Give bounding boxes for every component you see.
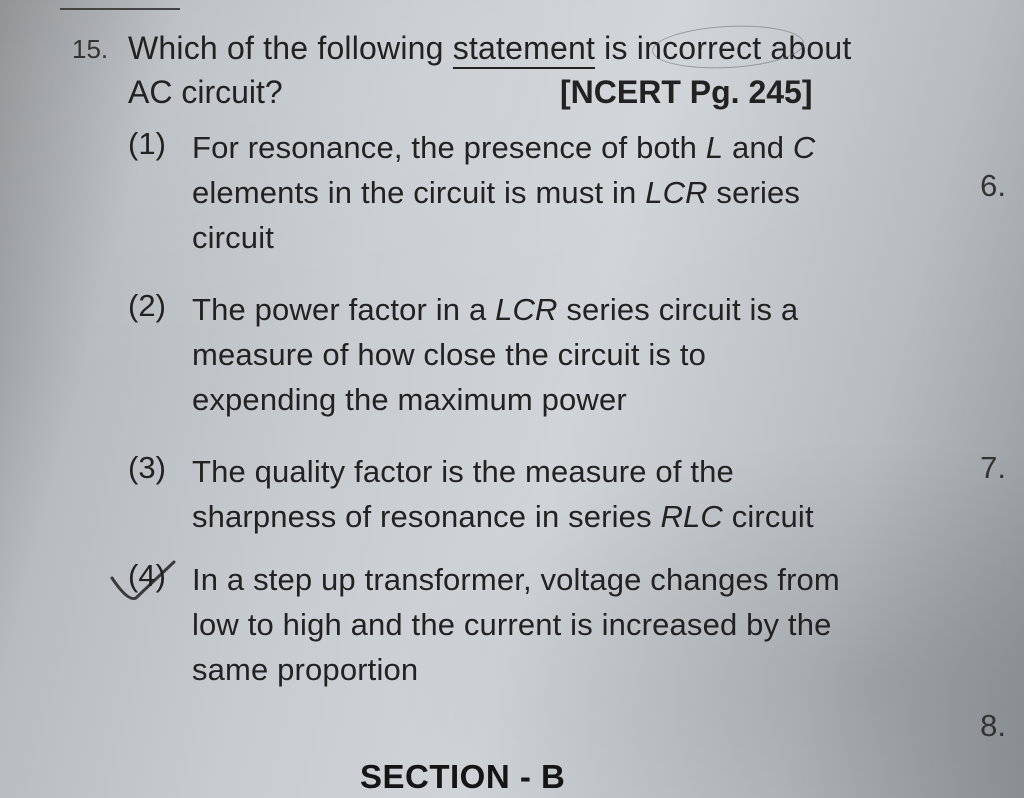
option-text: In a step up transformer, voltage change… xyxy=(192,558,922,693)
option-line: low to high and the current is increased… xyxy=(192,607,831,642)
option-line: same proportion xyxy=(192,652,418,687)
adjacent-question-number: 6. xyxy=(980,168,1006,204)
option-line: expending the maximum power xyxy=(192,382,627,417)
option-line: circuit xyxy=(192,220,274,255)
adjacent-question-number: 7. xyxy=(980,450,1006,486)
option-line: sharpness of resonance in series RLC cir… xyxy=(192,499,814,534)
option-number: (3) xyxy=(128,450,166,486)
adjacent-question-number: 8. xyxy=(980,708,1006,744)
option-number: (4) xyxy=(128,558,166,594)
question-line-2: AC circuit? xyxy=(128,74,283,111)
option-text: For resonance, the presence of both L an… xyxy=(192,126,922,261)
option-line: The quality factor is the measure of the xyxy=(192,454,734,489)
option-line: measure of how close the circuit is to xyxy=(192,337,706,372)
option-line: In a step up transformer, voltage change… xyxy=(192,562,840,597)
option-line: elements in the circuit is must in LCR s… xyxy=(192,175,800,210)
option-line: For resonance, the presence of both L an… xyxy=(192,130,815,165)
q-line1-underlined: statement xyxy=(453,30,595,69)
question-line-1: Which of the following statement is inco… xyxy=(128,30,851,67)
ncert-reference: [NCERT Pg. 245] xyxy=(560,74,812,111)
section-heading: SECTION - B xyxy=(360,758,565,796)
page: 15. Which of the following statement is … xyxy=(0,0,1024,798)
option-line: The power factor in a LCR series circuit… xyxy=(192,292,798,327)
top-rule xyxy=(60,8,180,10)
option-number: (1) xyxy=(128,126,166,162)
option-number: (2) xyxy=(128,288,166,324)
q-line1-suffix: is incorrect about xyxy=(595,30,851,66)
option-text: The power factor in a LCR series circuit… xyxy=(192,288,922,423)
question-number: 15. xyxy=(72,34,108,65)
option-text: The quality factor is the measure of the… xyxy=(192,450,922,540)
q-line1-prefix: Which of the following xyxy=(128,30,453,66)
